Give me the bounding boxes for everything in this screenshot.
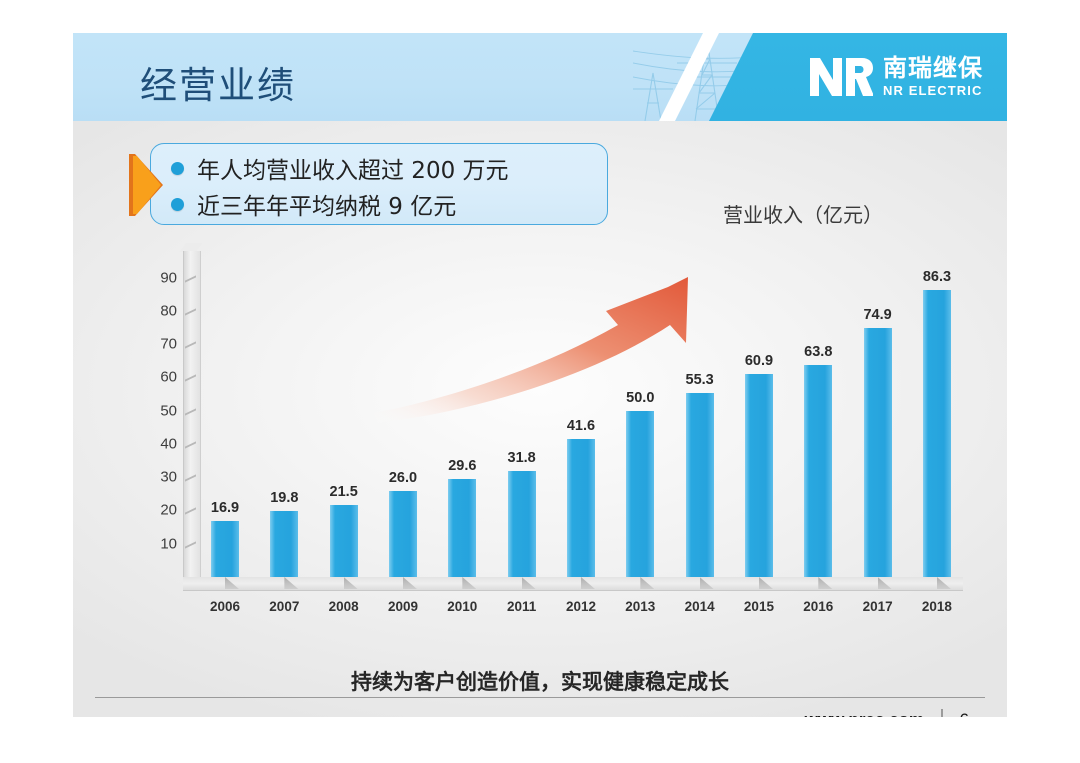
bullet-dot-icon [171,161,184,175]
list-item: 年人均营业收入超过 200 万元 [171,150,595,186]
x-axis-tick-label: 2012 [565,599,596,614]
bar-value-label: 63.8 [804,343,833,360]
bar-column[interactable]: 63.8 [792,261,844,589]
bar[interactable] [685,393,714,577]
bar-column[interactable]: 16.9 [199,261,251,589]
bar[interactable] [626,410,655,577]
bar[interactable] [270,511,299,577]
revenue-bar-chart: 10 20 30 40 50 60 70 80 90 16.9 19.8 21.5 26.0 29.6 3… [133,243,963,641]
bar-value-label: 29.6 [448,457,477,474]
bar[interactable] [448,478,477,577]
bar-series: 16.9 19.8 21.5 26.0 29.6 31.8 41.6 50.0 55.3 60.9… [199,261,963,589]
bar-value-label: 41.6 [566,417,596,434]
bar-column[interactable]: 26.0 [377,261,429,589]
bar-column[interactable]: 55.3 [674,261,726,589]
chart-floor [183,577,963,591]
y-axis-tick-label: 40 [160,435,177,453]
x-axis-labels: 2006 2007 2008 2009 2010 2011 2012 2013 2014 2015… [199,599,963,614]
y-axis-tick-label: 90 [160,269,177,287]
bar[interactable] [388,490,417,577]
slide-caption: 持续为客户创造价值，实现健康稳定成长 [351,670,729,694]
bar-value-label: 31.8 [507,450,536,467]
bar[interactable] [804,364,833,577]
nr-monogram-icon [810,58,873,96]
x-axis-tick-label: 2006 [209,599,241,614]
x-axis-tick-label: 2010 [447,599,478,614]
chart-axis-title: 营业收入（亿元） [723,203,883,227]
highlight-text-1: 年人均营业收入超过 200 万元 [197,158,509,184]
bar-value-label: 16.9 [210,499,240,516]
brand-logo: 南瑞继保 NR ELECTRIC [809,55,983,97]
list-item: 近三年年平均纳税 9 亿元 [171,186,595,222]
bar-value-label: 26.0 [388,469,418,486]
slide-header: 南瑞继保 NR ELECTRIC 经营业绩 [73,33,1007,121]
x-axis-tick-label: 2014 [684,599,715,614]
y-axis-tick-label: 60 [160,368,177,386]
bar-value-label: 55.3 [685,372,714,389]
y-axis-tick-label: 70 [160,335,177,353]
highlight-text-2: 近三年年平均纳税 9 亿元 [197,194,457,220]
bar-value-label: 60.9 [744,353,774,370]
bar-column[interactable]: 29.6 [436,261,488,589]
logo-chinese-name: 南瑞继保 [883,53,983,82]
bar-column[interactable]: 21.5 [318,261,370,589]
bar[interactable] [211,520,239,577]
y-axis-tick-label: 30 [160,468,177,486]
x-axis-tick-label: 2017 [862,599,893,614]
y-axis-tick-label: 10 [160,535,177,553]
x-axis-tick-label: 2007 [269,599,300,614]
x-axis-tick-label: 2015 [743,599,774,614]
bar-value-label: 86.3 [922,268,952,285]
y-axis-tick-label: 20 [160,501,177,519]
bar[interactable] [329,505,358,577]
x-axis-tick-label: 2011 [506,599,537,614]
bar-column[interactable]: 60.9 [733,261,785,589]
x-axis-tick-label: 2013 [625,599,656,614]
slide: 南瑞继保 NR ELECTRIC 经营业绩 年人均营业收入超过 200 万元 近… [73,33,1007,717]
bar-value-label: 19.8 [270,490,299,507]
footer-separator [941,709,943,717]
bar[interactable] [566,438,595,577]
x-axis-tick-label: 2008 [328,599,359,614]
highlights-callout: 年人均营业收入超过 200 万元 近三年年平均纳税 9 亿元 [129,143,608,225]
bar-column[interactable]: 19.8 [258,261,310,589]
bar[interactable] [863,327,892,577]
x-axis-tick-label: 2009 [387,599,418,614]
bar-value-label: 74.9 [863,306,892,323]
y-axis-labels: 10 20 30 40 50 60 70 80 90 [133,261,177,577]
y-axis-tick-label: 80 [160,302,177,320]
logo-english-name: NR ELECTRIC [883,82,983,98]
page-number: 6 [960,710,969,717]
bar[interactable] [507,471,536,577]
y-axis-tick-label: 50 [160,402,177,420]
bar[interactable] [922,289,951,577]
bar-column[interactable]: 41.6 [555,261,607,589]
slide-body: 年人均营业收入超过 200 万元 近三年年平均纳税 9 亿元 营业收入（亿元） … [73,121,1007,717]
bar-column[interactable]: 74.9 [852,261,904,589]
bar-value-label: 21.5 [329,484,358,501]
bar-column[interactable]: 50.0 [614,261,666,589]
bar-value-label: 50.0 [626,389,655,406]
x-axis-tick-label: 2018 [921,599,952,614]
bar-column[interactable]: 86.3 [911,261,963,589]
footer-url[interactable]: www.nrec.com [805,710,924,717]
x-axis-tick-label: 2016 [803,599,834,614]
orange-chevron-icon [129,154,163,216]
bullet-dot-icon [171,197,184,211]
bar[interactable] [744,374,773,577]
page-title: 经营业绩 [140,64,296,107]
y-axis-wall [183,251,201,581]
footer-divider [95,697,985,698]
slide-footer: www.nrec.com 6 [805,709,969,717]
bar-column[interactable]: 31.8 [496,261,548,589]
